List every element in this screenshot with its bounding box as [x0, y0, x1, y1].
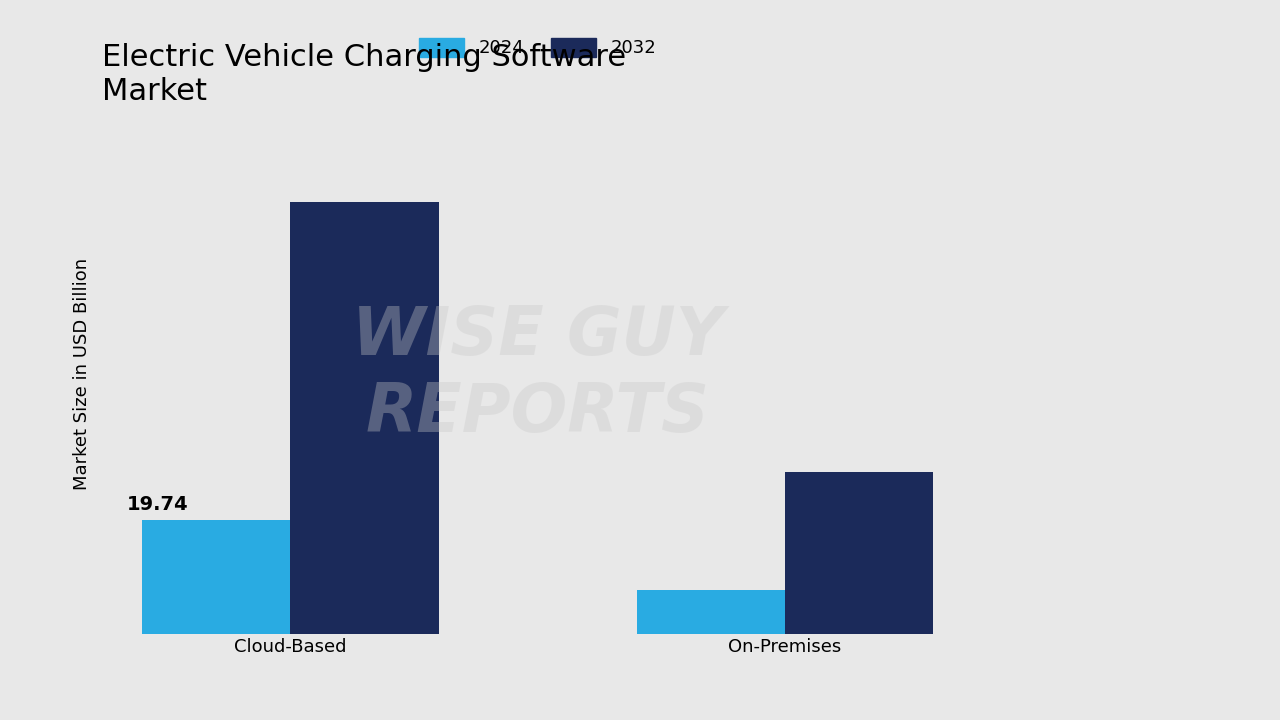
Bar: [291, 202, 439, 634]
Legend: 2024, 2032: 2024, 2032: [411, 31, 664, 65]
Text: WISE GUY
REPORTS: WISE GUY REPORTS: [352, 303, 723, 446]
Bar: [785, 472, 933, 634]
Text: 19.74: 19.74: [127, 495, 188, 514]
Y-axis label: Market Size in USD Billion: Market Size in USD Billion: [73, 258, 91, 490]
Bar: [636, 590, 785, 634]
Bar: [142, 520, 291, 634]
Text: Electric Vehicle Charging Software
Market: Electric Vehicle Charging Software Marke…: [102, 43, 626, 106]
